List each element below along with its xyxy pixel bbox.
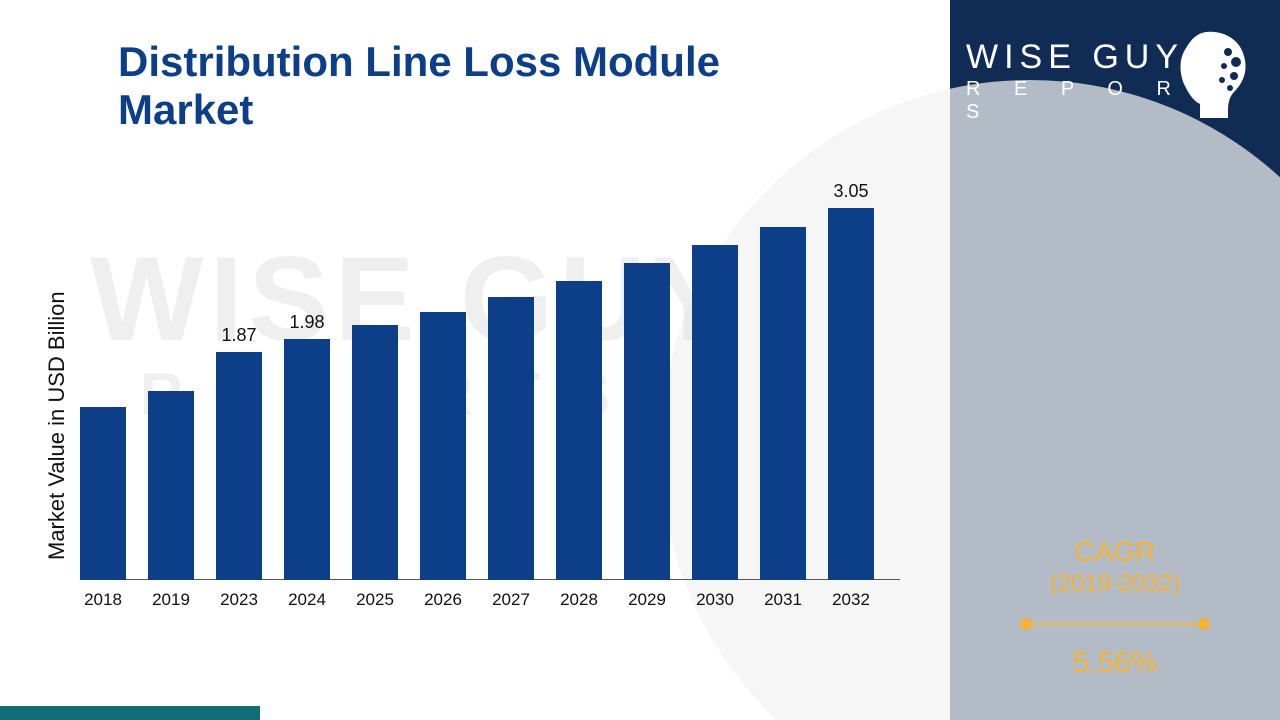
x-tick-label: 2027 xyxy=(492,590,530,610)
bar-rect xyxy=(828,208,874,580)
bar-rect xyxy=(760,227,806,580)
cagr-block: CAGR (2019-2032) 5.56% xyxy=(1010,536,1220,680)
x-tick-label: 2031 xyxy=(764,590,802,610)
cagr-value: 5.56% xyxy=(1010,646,1220,680)
bar-rect xyxy=(216,352,262,580)
bar-rect xyxy=(556,281,602,580)
infographic-canvas: WISE GUY REPORTS WISE GUY R E P O R T S … xyxy=(0,0,1280,720)
x-tick-label: 2032 xyxy=(832,590,870,610)
y-axis-label: Market Value in USD Billion xyxy=(44,291,70,560)
bar-rect xyxy=(692,245,738,580)
bar-value-label: 1.98 xyxy=(289,312,324,333)
bar-value-label: 1.87 xyxy=(221,325,256,346)
bar-chart: 201820191.8720231.9820242025202620272028… xyxy=(80,190,900,580)
cagr-label: CAGR xyxy=(1010,536,1220,568)
x-tick-label: 2029 xyxy=(628,590,666,610)
bar-rect xyxy=(148,391,194,580)
bar-rect xyxy=(80,407,126,580)
head-silhouette-icon xyxy=(1178,30,1256,120)
bar-value-label: 3.05 xyxy=(833,181,868,202)
x-tick-label: 2019 xyxy=(152,590,190,610)
chart-title: Distribution Line Loss Module Market xyxy=(118,38,818,135)
cagr-divider-icon xyxy=(1020,612,1210,636)
brand-logo-main: WISE GUY xyxy=(966,38,1184,77)
bar-rect xyxy=(284,339,330,580)
brand-logo: WISE GUY R E P O R T S xyxy=(966,30,1256,120)
x-tick-label: 2026 xyxy=(424,590,462,610)
x-tick-label: 2024 xyxy=(288,590,326,610)
bottom-accent-strip xyxy=(0,706,260,720)
cagr-range: (2019-2032) xyxy=(1010,570,1220,598)
x-tick-label: 2018 xyxy=(84,590,122,610)
x-tick-label: 2030 xyxy=(696,590,734,610)
x-tick-label: 2028 xyxy=(560,590,598,610)
bar-rect xyxy=(420,312,466,580)
bar-rect xyxy=(488,297,534,580)
bar-rect xyxy=(624,263,670,580)
bar-rect xyxy=(352,325,398,580)
x-tick-label: 2023 xyxy=(220,590,258,610)
x-tick-label: 2025 xyxy=(356,590,394,610)
